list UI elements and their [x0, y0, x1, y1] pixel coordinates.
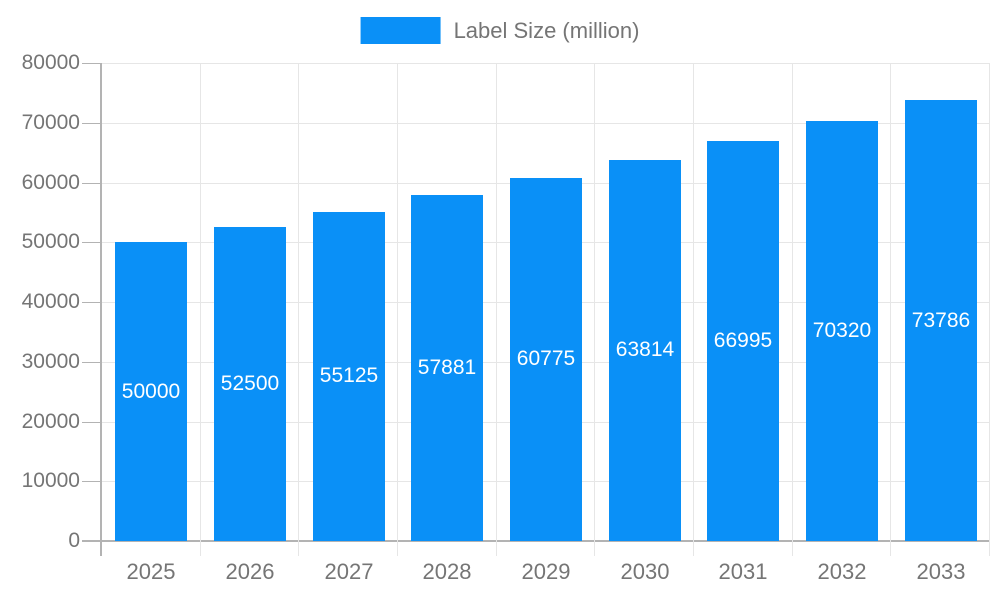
bar-value-label: 55125 — [319, 364, 379, 387]
legend-swatch — [360, 17, 441, 44]
x-tick-label: 2033 — [916, 559, 966, 584]
bar-value-label: 73786 — [911, 309, 971, 332]
x-tick-label: 2030 — [620, 559, 670, 584]
y-tick-label: 70000 — [21, 110, 80, 134]
gridline-horizontal — [102, 123, 990, 124]
bar — [313, 212, 385, 541]
bar-value-label: 66995 — [713, 329, 773, 352]
bar-value-label: 60775 — [516, 347, 576, 370]
y-tick-label: 40000 — [21, 290, 80, 313]
bar-value-label: 52500 — [220, 372, 280, 395]
bar-value-label: 57881 — [417, 356, 477, 379]
y-axis-tick — [82, 242, 102, 243]
y-axis-tick — [82, 302, 102, 303]
y-tick-label: 30000 — [21, 349, 80, 373]
y-tick-label: 80000 — [21, 51, 80, 74]
bar — [806, 121, 878, 541]
gridline-vertical — [496, 63, 497, 556]
gridline-vertical — [397, 63, 398, 556]
y-axis-line — [100, 63, 102, 556]
y-tick-label: 50000 — [21, 230, 80, 254]
bar — [905, 100, 977, 541]
y-tick-label: 0 — [68, 529, 80, 552]
x-tick-label: 2025 — [126, 559, 176, 584]
legend: Label Size (million) — [360, 17, 640, 44]
x-axis-baseline — [102, 540, 990, 542]
y-tick-label: 10000 — [21, 469, 80, 493]
plot-right-border — [989, 63, 990, 556]
gridline-vertical — [594, 63, 595, 556]
gridline-vertical — [693, 63, 694, 556]
y-axis-tick — [82, 422, 102, 423]
y-axis-tick — [82, 540, 102, 542]
y-axis-tick — [82, 123, 102, 124]
y-axis-tick — [82, 362, 102, 363]
bar — [510, 178, 582, 541]
gridline-vertical — [792, 63, 793, 556]
bar-value-label: 63814 — [615, 338, 675, 361]
x-tick-label: 2031 — [718, 559, 768, 584]
bar — [411, 195, 483, 541]
y-axis-tick — [82, 183, 102, 184]
gridline-horizontal — [102, 63, 990, 64]
bar — [707, 141, 779, 541]
y-tick-label: 60000 — [21, 170, 80, 194]
bar-value-label: 70320 — [812, 319, 872, 342]
y-axis-tick — [82, 63, 102, 64]
x-tick-label: 2027 — [324, 559, 374, 584]
bar-value-label: 50000 — [121, 380, 181, 403]
gridline-vertical — [890, 63, 891, 556]
x-tick-label: 2028 — [422, 559, 472, 584]
legend-label: Label Size (million) — [453, 17, 640, 43]
x-tick-label: 2026 — [225, 559, 275, 584]
gridline-vertical — [298, 63, 299, 556]
x-tick-label: 2032 — [817, 559, 867, 584]
bar — [115, 242, 187, 541]
y-tick-label: 20000 — [21, 409, 80, 433]
bar — [609, 160, 681, 541]
gridline-vertical — [200, 63, 201, 556]
bar — [214, 227, 286, 541]
y-axis-tick — [82, 481, 102, 482]
x-tick-label: 2029 — [521, 559, 571, 584]
